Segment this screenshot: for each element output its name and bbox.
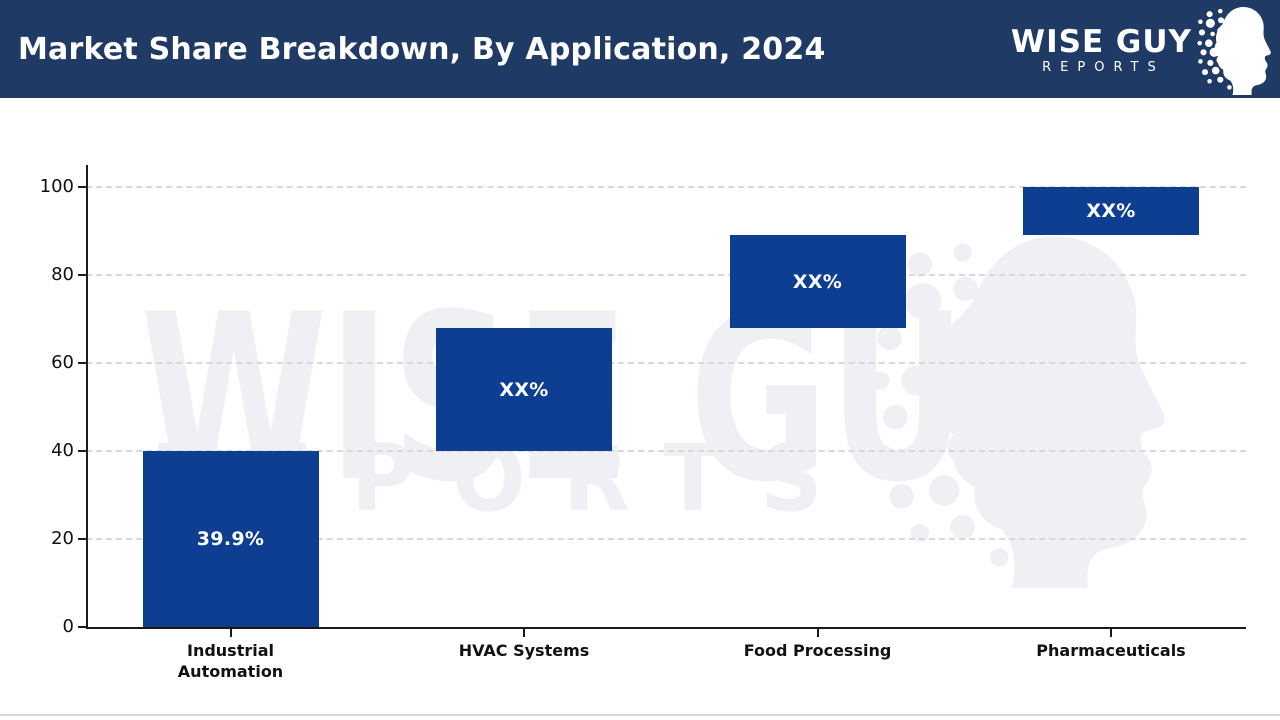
bar-value-label: 39.9% bbox=[196, 528, 265, 551]
y-axis-tick-label: 0 bbox=[62, 616, 74, 637]
y-gridline bbox=[86, 186, 1246, 188]
y-axis-tick-label: 20 bbox=[51, 528, 74, 549]
x-axis-tick bbox=[1110, 629, 1112, 637]
y-axis-tick bbox=[78, 450, 86, 452]
x-axis-category-label: Food Processing bbox=[743, 641, 892, 660]
y-gridline bbox=[86, 538, 1246, 540]
wiseguy-logo-text: WISE GUY REPORTS bbox=[1011, 25, 1192, 75]
x-axis-category-label: Industrial Automation bbox=[177, 641, 284, 681]
y-axis-tick bbox=[78, 362, 86, 364]
y-axis-tick bbox=[78, 538, 86, 540]
page-title: Market Share Breakdown, By Application, … bbox=[18, 31, 826, 67]
footer-divider bbox=[0, 714, 1280, 716]
y-axis-line bbox=[86, 165, 88, 629]
x-axis-category-label: Pharmaceuticals bbox=[1036, 641, 1186, 660]
y-axis-tick-label: 100 bbox=[39, 176, 74, 197]
y-axis-tick-label: 60 bbox=[51, 352, 74, 373]
bar-segment: XX% bbox=[436, 327, 612, 452]
y-gridline bbox=[86, 450, 1246, 452]
y-axis-tick bbox=[78, 274, 86, 276]
bar-value-label: XX% bbox=[499, 378, 549, 401]
x-axis-tick bbox=[816, 629, 819, 637]
x-axis-tick bbox=[229, 629, 232, 637]
bar-segment: XX% bbox=[729, 235, 906, 328]
bar-value-label: XX% bbox=[792, 270, 843, 293]
header-bar: Market Share Breakdown, By Application, … bbox=[0, 0, 1280, 98]
y-gridline bbox=[86, 274, 1246, 276]
y-axis-tick-label: 80 bbox=[51, 264, 74, 285]
x-axis-line bbox=[86, 627, 1246, 629]
logo-subtitle: REPORTS bbox=[1042, 60, 1165, 75]
wiseguy-logo: WISE GUY REPORTS bbox=[1011, 4, 1274, 96]
y-axis-tick bbox=[78, 626, 86, 628]
y-axis-tick bbox=[78, 186, 86, 188]
x-axis-tick bbox=[523, 629, 525, 637]
bar-value-label: XX% bbox=[1086, 200, 1136, 223]
logo-wordmark: WISE GUY bbox=[1010, 24, 1192, 60]
x-axis-category-label: HVAC Systems bbox=[458, 641, 590, 660]
bar-segment: XX% bbox=[1023, 187, 1199, 236]
y-gridline bbox=[86, 362, 1246, 364]
y-axis-tick-label: 40 bbox=[51, 440, 74, 461]
bar-segment: 39.9% bbox=[142, 451, 319, 627]
